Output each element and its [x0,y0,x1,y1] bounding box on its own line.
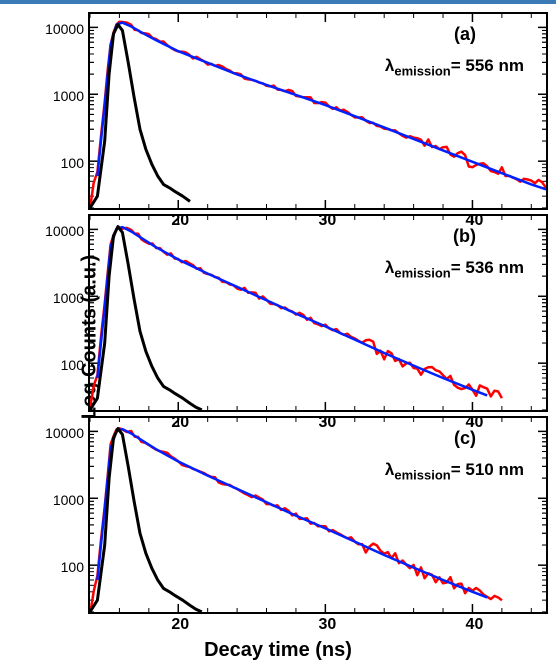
plot-area: 100100010000203040(a)λemission= 556 nm10… [88,12,548,617]
panel-svg [90,418,546,612]
ytick-label: 1000 [53,88,84,104]
ytick-label: 100 [61,357,84,373]
series-line [90,429,202,612]
ytick-label: 10000 [45,425,84,441]
panel-svg [90,14,546,208]
panel-svg [90,216,546,410]
series-line [90,25,190,208]
ytick-label: 10000 [45,223,84,239]
ytick-label: 10000 [45,21,84,37]
panel-a: 100100010000203040(a)λemission= 556 nm [88,12,548,210]
lambda-annotation: λemission= 536 nm [385,258,524,280]
xtick-label: 40 [466,616,484,634]
panel-letter: (a) [454,24,476,45]
ytick-label: 1000 [53,290,84,306]
panel-c: 100100010000203040(c)λemission= 510 nm [88,416,548,614]
series-line [90,227,502,408]
series-line [97,23,546,190]
ytick-label: 100 [61,559,84,575]
figure-container: Log Counts (a.u.) Decay time (ns) 100100… [0,0,556,670]
xtick-label: 30 [318,616,336,634]
lambda-annotation: λemission= 556 nm [385,56,524,78]
panel-letter: (b) [453,226,476,247]
ytick-label: 1000 [53,492,84,508]
xtick-label: 20 [171,616,189,634]
ytick-label: 100 [61,155,84,171]
series-line [90,428,502,612]
lambda-annotation: λemission= 510 nm [385,460,524,482]
series-line [90,227,202,410]
panel-b: 100100010000203040(b)λemission= 536 nm [88,214,548,412]
series-line [90,22,546,208]
panel-letter: (c) [454,428,476,449]
series-line [97,227,487,395]
x-axis-label: Decay time (ns) [204,639,352,662]
